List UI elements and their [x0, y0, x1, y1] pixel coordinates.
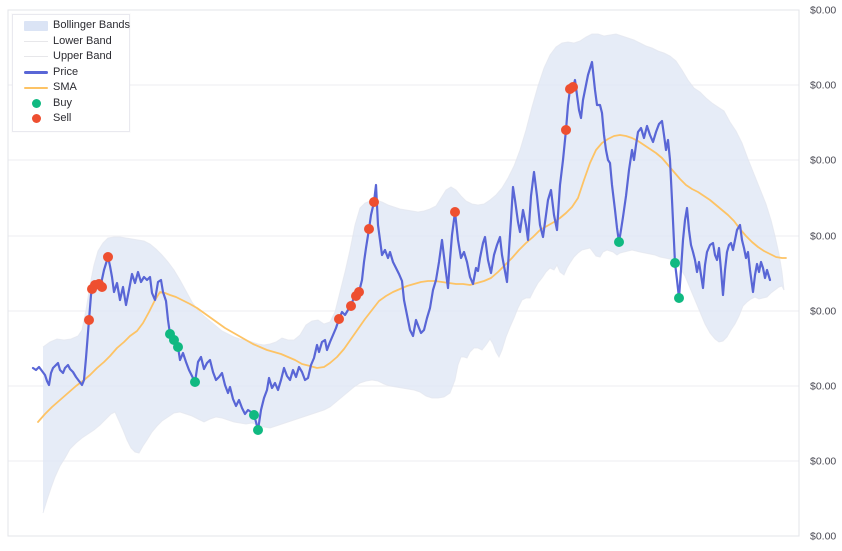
sell-marker[interactable]: [561, 125, 571, 135]
legend-swatch-box: [19, 56, 53, 58]
lower-band-swatch-icon: [24, 40, 48, 42]
legend-label: Lower Band: [53, 34, 112, 47]
sma-line-swatch-icon: [24, 86, 48, 89]
price-line-swatch-icon: [24, 70, 48, 74]
legend-item-sma[interactable]: SMA: [13, 80, 129, 96]
buy-marker[interactable]: [674, 293, 684, 303]
y-axis-tick-label: $0.00: [810, 155, 836, 167]
legend-item-lower-band[interactable]: Lower Band: [13, 34, 129, 50]
legend-item-sell[interactable]: Sell: [13, 111, 129, 127]
legend-item-bollinger-bands[interactable]: Bollinger Bands: [13, 18, 131, 34]
sell-marker[interactable]: [568, 82, 578, 92]
sell-marker[interactable]: [364, 224, 374, 234]
buy-marker[interactable]: [253, 425, 263, 435]
y-axis-tick-label: $0.00: [810, 5, 836, 17]
sell-marker[interactable]: [103, 252, 113, 262]
y-axis-tick-label: $0.00: [810, 231, 836, 243]
sell-marker[interactable]: [334, 314, 344, 324]
legend-swatch-box: [19, 70, 53, 74]
sell-marker[interactable]: [84, 315, 94, 325]
buy-dot-icon: [31, 98, 41, 108]
legend-label: Bollinger Bands: [53, 19, 131, 32]
plot-border: [7, 9, 800, 537]
y-axis-tick-label: $0.00: [810, 80, 836, 92]
sma-line: [37, 134, 787, 423]
sell-marker[interactable]: [369, 197, 379, 207]
legend-label: Buy: [53, 96, 72, 109]
legend-item-upper-band[interactable]: Upper Band: [13, 49, 129, 65]
legend-label: Sell: [53, 112, 72, 125]
legend-label: SMA: [53, 81, 77, 94]
upper-band-swatch-icon: [24, 56, 48, 58]
sell-marker[interactable]: [346, 301, 356, 311]
buy-marker[interactable]: [614, 237, 624, 247]
buy-marker[interactable]: [190, 377, 200, 387]
y-axis-tick-label: $0.00: [810, 531, 836, 543]
legend-swatch-box: [19, 40, 53, 42]
y-axis-tick-label: $0.00: [810, 456, 836, 468]
legend-item-price[interactable]: Price: [13, 65, 129, 81]
sell-marker[interactable]: [97, 282, 107, 292]
y-axis-tick-label: $0.00: [810, 381, 836, 393]
legend-swatch-box: [19, 98, 53, 108]
buy-marker[interactable]: [670, 258, 680, 268]
legend-label: Upper Band: [53, 50, 112, 63]
upper-band-line: [42, 33, 785, 348]
sell-marker[interactable]: [450, 207, 460, 217]
legend-swatch-box: [19, 114, 53, 124]
bollinger-band-swatch-icon: [24, 20, 48, 31]
sell-dot-icon: [31, 114, 41, 124]
buy-marker[interactable]: [249, 410, 259, 420]
y-axis-tick-label: $0.00: [810, 306, 836, 318]
price-line: [31, 60, 772, 432]
chart-legend: Bollinger Bands Lower Band Upper Band Pr…: [12, 14, 130, 132]
legend-swatch-box: [19, 20, 53, 31]
legend-swatch-box: [19, 86, 53, 89]
sell-marker[interactable]: [354, 287, 364, 297]
legend-label: Price: [53, 65, 79, 78]
buy-marker[interactable]: [173, 342, 183, 352]
legend-item-buy[interactable]: Buy: [13, 96, 129, 112]
